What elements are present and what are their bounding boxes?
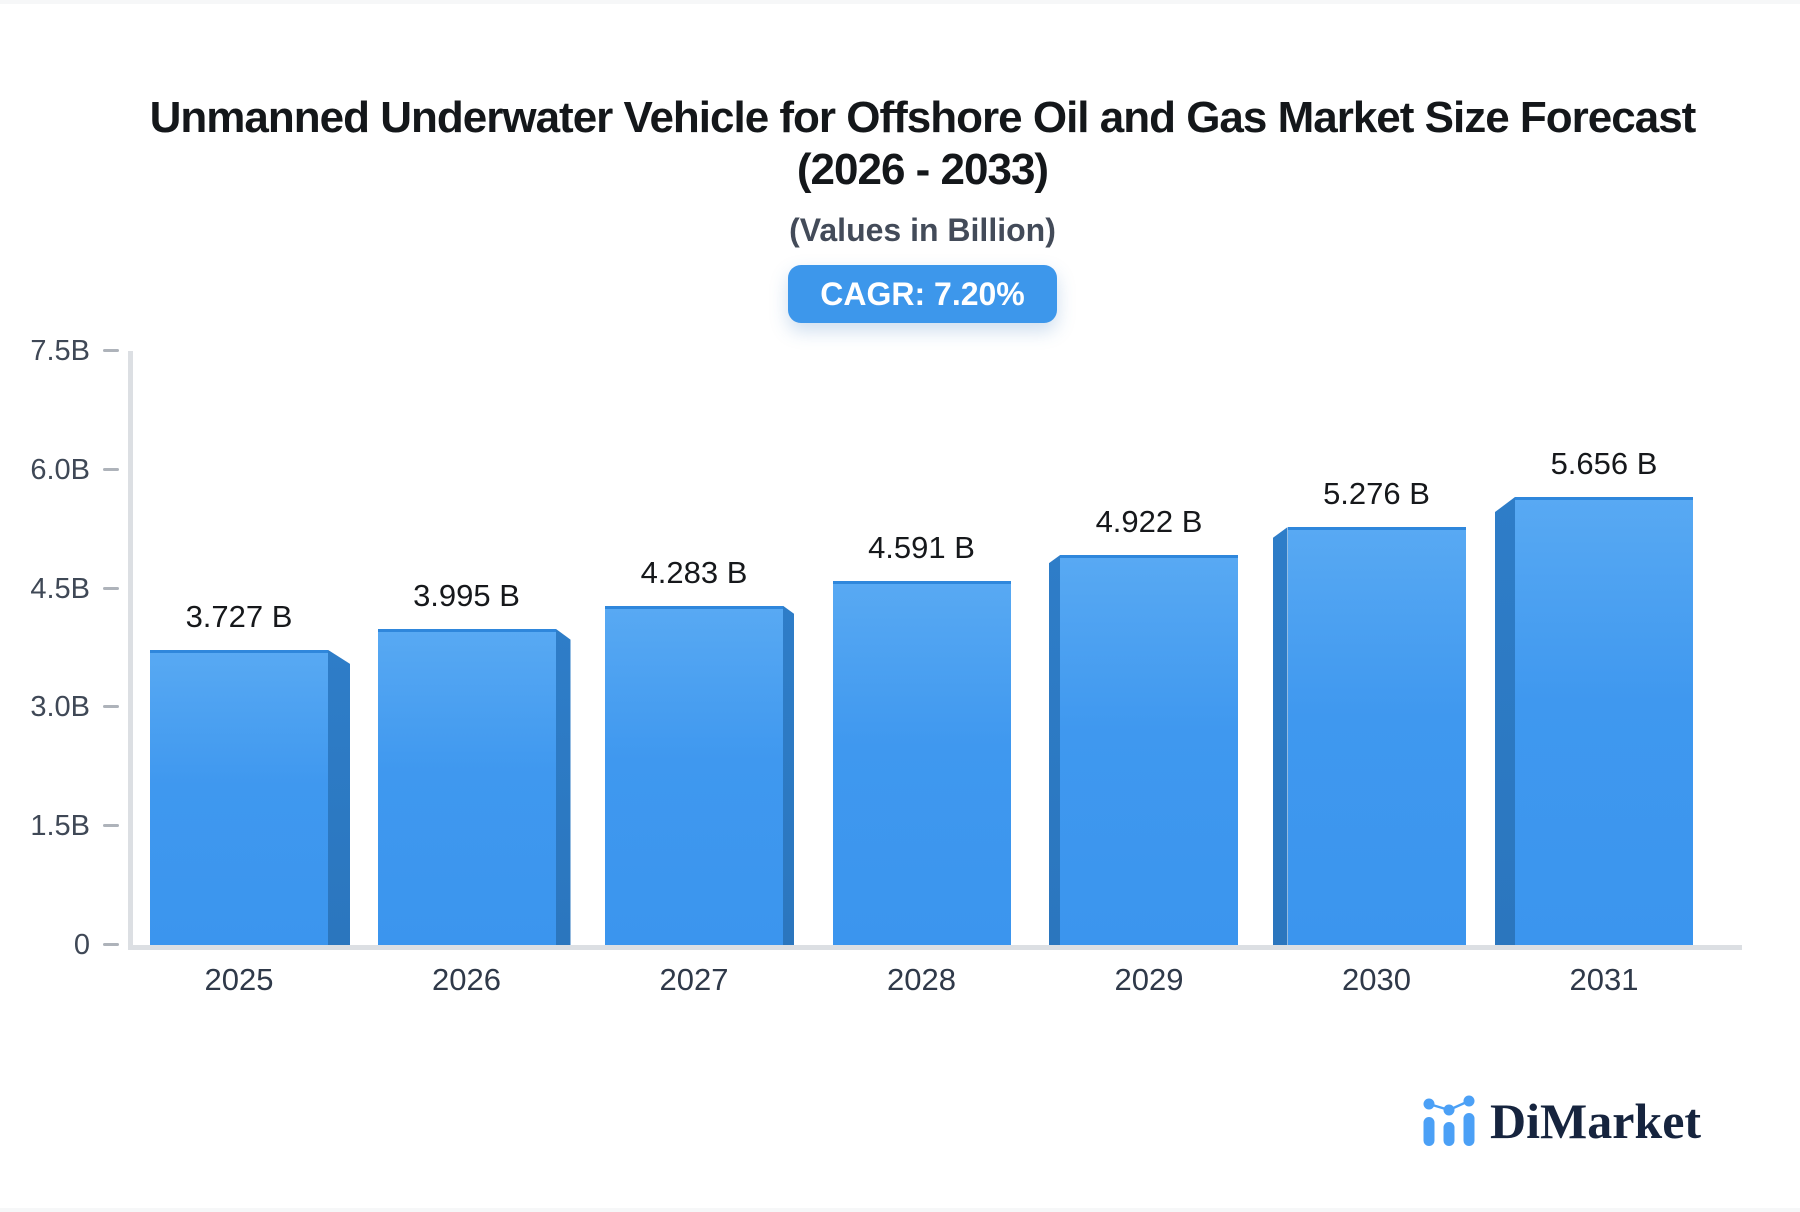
bar-2026[interactable] (377, 628, 556, 945)
dimarket-logo: DiMarket (1420, 1094, 1701, 1148)
bar-side-face-2031 (1495, 497, 1515, 945)
y-axis-tick (103, 467, 119, 471)
bar-2027[interactable] (605, 605, 783, 945)
bar-value-label-2025: 3.727 B (185, 598, 293, 634)
bar-value-label-2027: 4.283 B (640, 554, 748, 590)
x-axis-label-2029: 2029 (1114, 962, 1184, 997)
bar-2025[interactable] (150, 649, 328, 945)
logo-text: DiMarket (1490, 1093, 1702, 1149)
bar-2030[interactable] (1287, 527, 1466, 945)
bar-side-face-2026 (555, 628, 571, 945)
x-axis-label-2026: 2026 (432, 962, 501, 997)
y-axis-label-3.0B: 3.0B (30, 691, 90, 724)
y-axis-tick (103, 705, 119, 709)
mini-bar-chart-logo-icon (1423, 1095, 1475, 1146)
bar-value-label-2026: 3.995 B (413, 577, 520, 613)
y-axis-tick (103, 943, 119, 946)
chart-header: Unmanned Underwater Vehicle for Offshore… (0, 92, 1800, 323)
bar-chart-plot-area: 7.5B 6.0B 4.5B 3.0B 1.5B 0 3.727 B 2025 3.995 B 2… (0, 4, 1800, 1208)
y-axis-line (128, 351, 133, 950)
bar-side-face-2025 (328, 649, 350, 945)
bar-2029[interactable] (1060, 555, 1238, 945)
y-axis-label-4.5B: 4.5B (30, 572, 90, 605)
bar-2028[interactable] (832, 581, 1011, 945)
x-axis-label-2031: 2031 (1569, 962, 1639, 997)
x-axis-label-2027: 2027 (659, 962, 729, 997)
x-axis-label-2025: 2025 (204, 962, 274, 997)
bar-value-label-2029: 4.922 B (1095, 504, 1203, 540)
bar-side-face-2030 (1272, 527, 1288, 945)
y-axis-tick (103, 824, 119, 828)
x-axis-line (128, 945, 1742, 950)
bar-side-face-2029 (1049, 555, 1060, 945)
y-axis-label-1.5B: 1.5B (30, 810, 90, 843)
x-axis-label-2030: 2030 (1342, 962, 1411, 997)
bar-2031[interactable] (1515, 497, 1693, 945)
cagr-badge: CAGR: 7.20% (788, 264, 1057, 323)
chart-title-line2: (2026 - 2033) (796, 144, 1049, 194)
y-axis-label-6.0B: 6.0B (30, 453, 90, 486)
y-axis-tick (103, 349, 119, 352)
chart-title-line1: Unmanned Underwater Vehicle for Offshore… (149, 93, 1697, 142)
x-axis-label-2028: 2028 (887, 962, 956, 997)
chart-subtitle: (Values in Billion) (789, 211, 1056, 248)
y-axis-tick (103, 586, 119, 590)
y-axis-label-7.5B: 7.5B (30, 335, 90, 367)
bar-value-label-2031: 5.656 B (1550, 446, 1658, 482)
bar-value-label-2028: 4.591 B (868, 530, 975, 566)
bar-value-label-2030: 5.276 B (1323, 476, 1430, 512)
y-axis-label-0: 0 (73, 929, 90, 961)
bar-side-face-2027 (783, 605, 794, 945)
